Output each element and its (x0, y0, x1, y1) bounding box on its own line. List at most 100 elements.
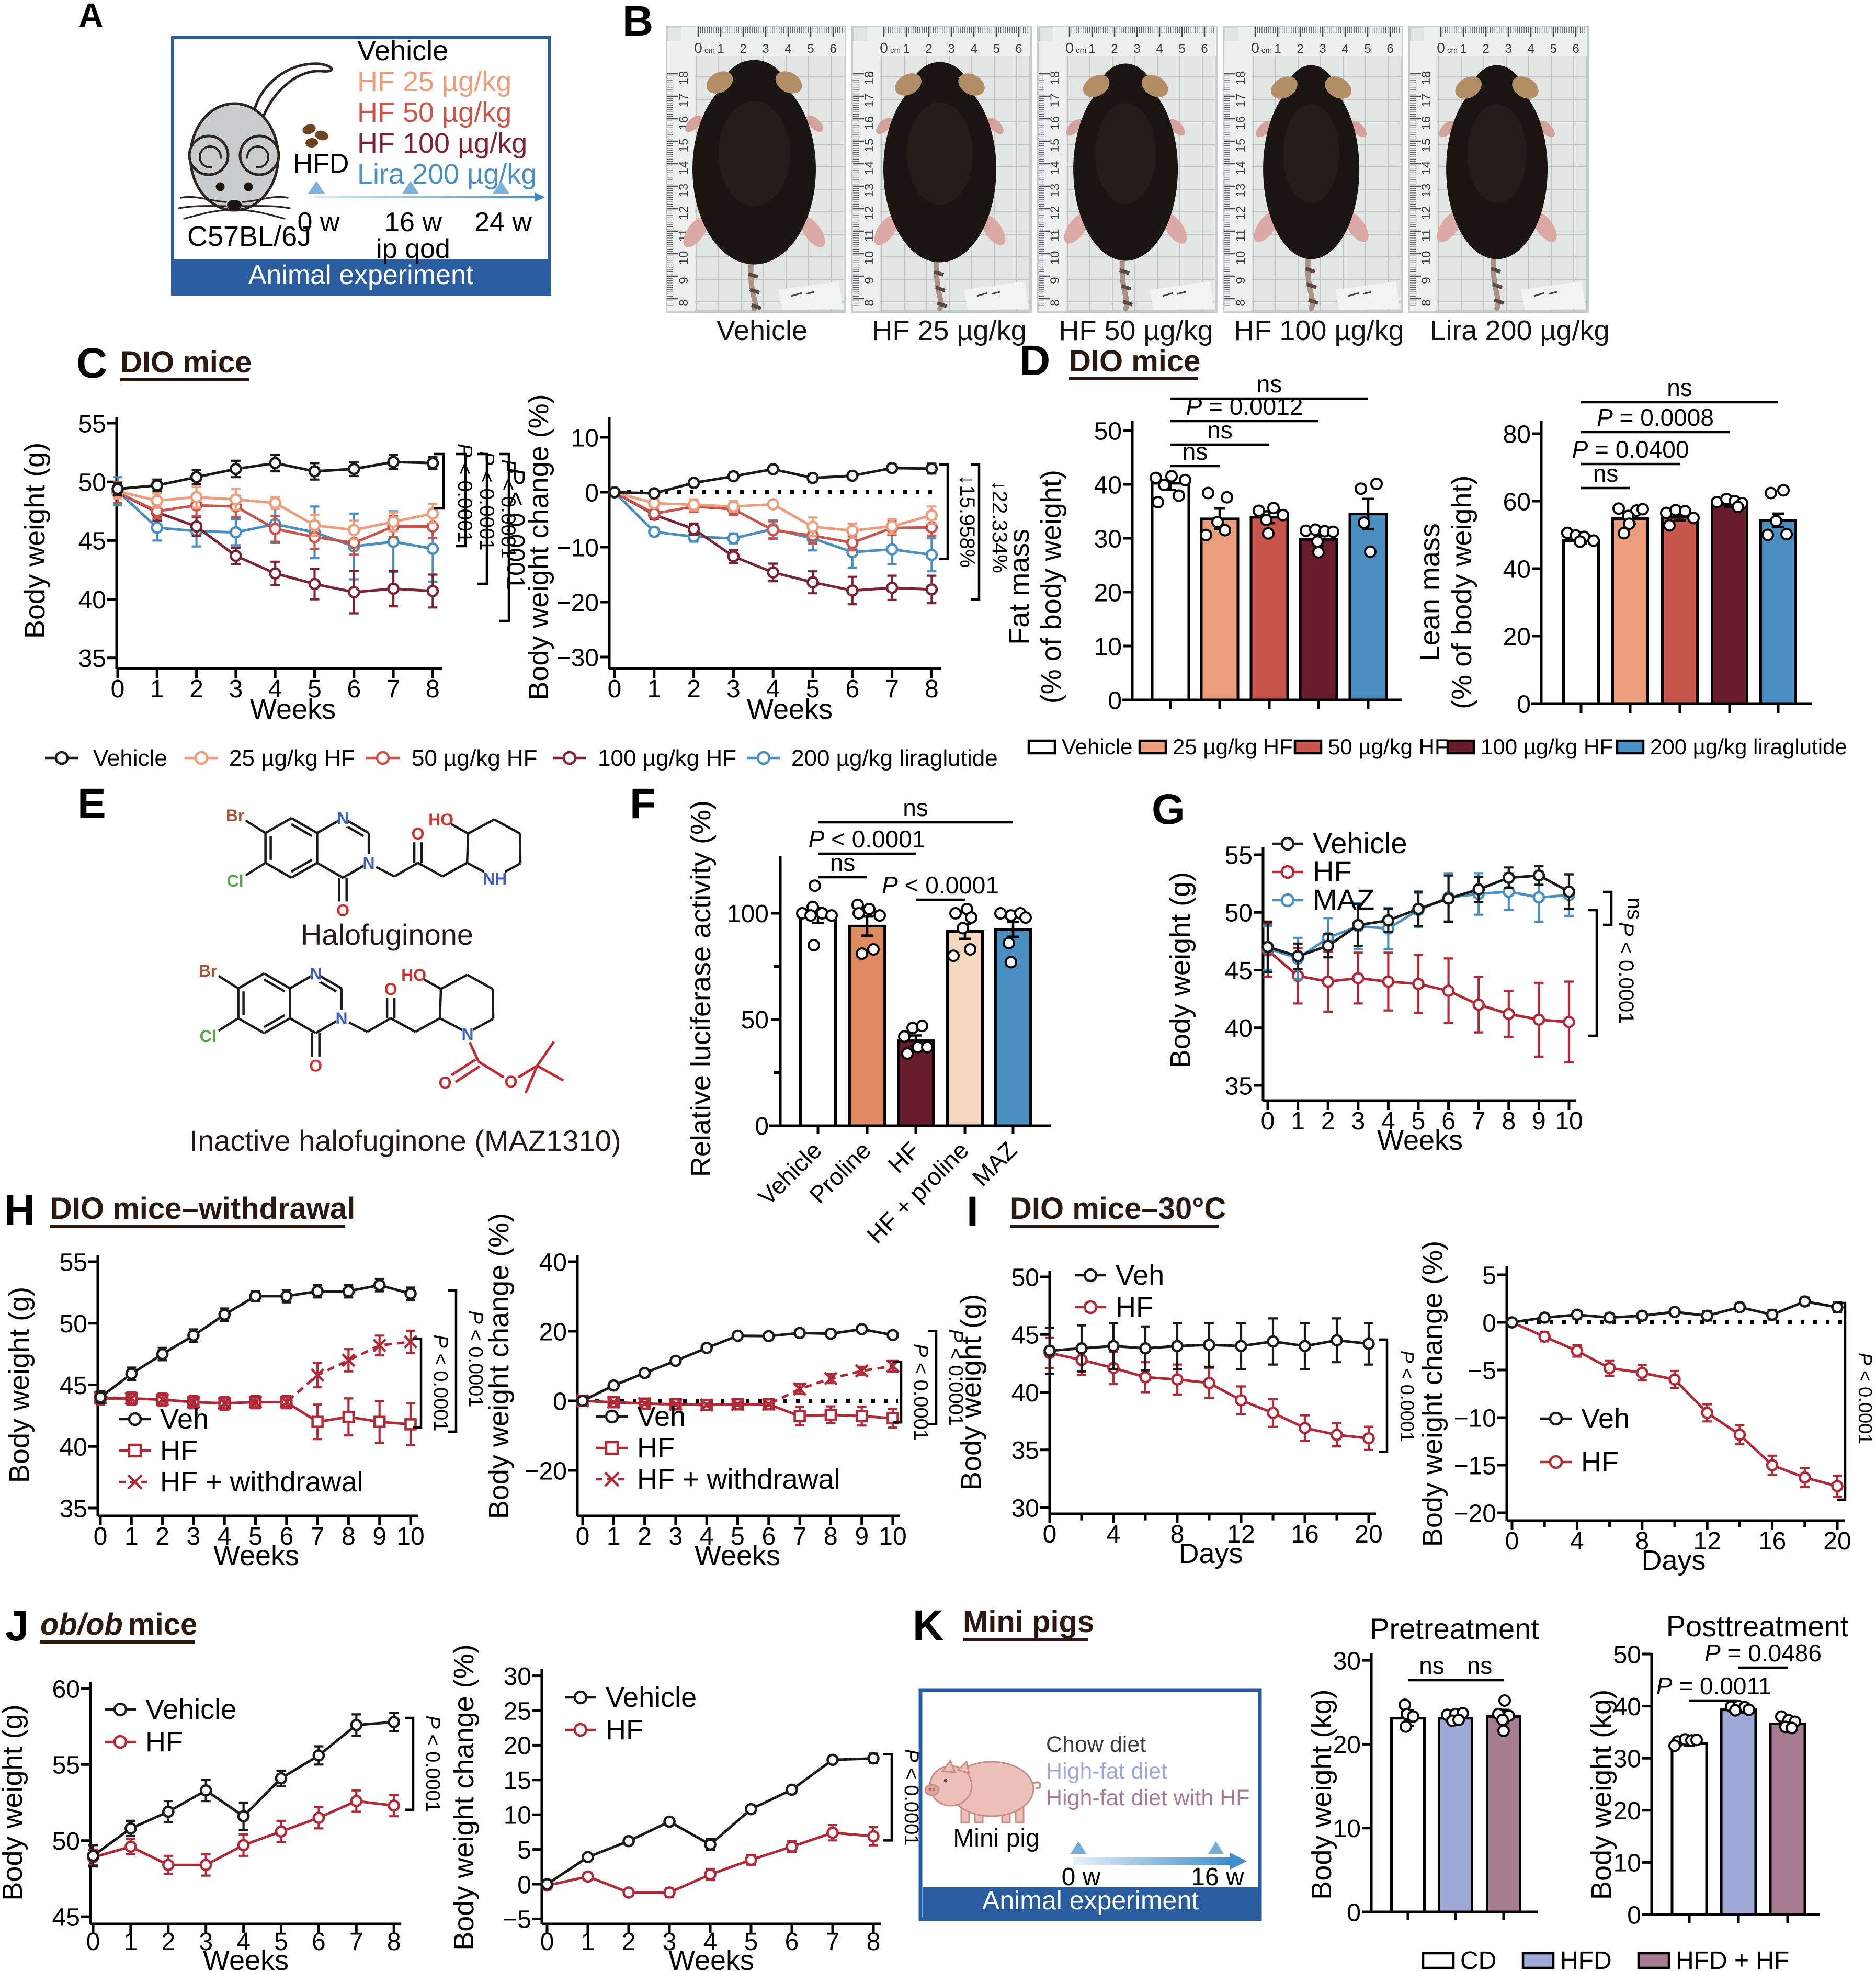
svg-text:15: 15 (677, 139, 691, 153)
svg-text:D: D (1019, 337, 1050, 384)
svg-text:HF + withdrawal: HF + withdrawal (637, 1464, 840, 1495)
svg-text:ns: ns (1593, 460, 1619, 487)
svg-text:3: 3 (229, 675, 243, 703)
svg-text:HF: HF (1313, 855, 1352, 888)
svg-text:30: 30 (1011, 1494, 1039, 1522)
svg-text:16 w: 16 w (1191, 1863, 1244, 1891)
svg-text:P < 0.0001: P < 0.0001 (882, 871, 999, 899)
svg-text:Halofuginone: Halofuginone (301, 918, 473, 951)
svg-text:HF: HF (1581, 1446, 1619, 1478)
svg-text:10: 10 (1555, 1107, 1583, 1135)
svg-text:N: N (310, 965, 322, 983)
svg-text:Weeks: Weeks (250, 694, 336, 725)
svg-text:Body weight (kg): Body weight (kg) (1306, 1690, 1337, 1900)
svg-text:200 µg/kg liraglutide: 200 µg/kg liraglutide (1650, 734, 1847, 759)
svg-text:10: 10 (504, 1802, 531, 1830)
svg-text:0: 0 (1517, 690, 1531, 718)
svg-text:Weeks: Weeks (747, 694, 833, 725)
svg-text:17: 17 (1048, 94, 1062, 108)
svg-text:7: 7 (386, 675, 401, 703)
svg-text:14: 14 (862, 161, 877, 175)
svg-text:0: 0 (94, 1523, 108, 1550)
svg-text:40: 40 (1613, 1693, 1641, 1721)
svg-text:14: 14 (1234, 161, 1248, 175)
svg-text:5: 5 (744, 1928, 758, 1956)
svg-text:3: 3 (1351, 1107, 1365, 1135)
svg-text:60: 60 (52, 1675, 80, 1703)
svg-text:4: 4 (703, 1928, 718, 1956)
svg-text:45: 45 (78, 528, 106, 556)
svg-text:2: 2 (155, 1523, 169, 1550)
svg-text:ns: ns (830, 849, 856, 876)
svg-text:20: 20 (539, 1318, 567, 1346)
svg-text:0: 0 (1251, 40, 1259, 56)
svg-text:P < 0.0001: P < 0.0001 (809, 825, 926, 853)
svg-text:HF 25 µg/kg: HF 25 µg/kg (357, 66, 511, 97)
svg-text:2: 2 (189, 675, 203, 703)
svg-text:P < 0.0001: P < 0.0001 (900, 1749, 922, 1846)
svg-text:0: 0 (540, 1928, 554, 1956)
svg-text:55: 55 (52, 1752, 80, 1780)
svg-text:4: 4 (766, 675, 780, 703)
svg-text:P < 0.0001: P < 0.0001 (429, 1335, 451, 1432)
svg-text:4: 4 (1107, 1521, 1121, 1548)
svg-text:8: 8 (1048, 299, 1062, 306)
svg-text:8: 8 (342, 1523, 356, 1550)
svg-text:P = 0.0011: P = 0.0011 (1656, 1672, 1771, 1700)
svg-text:10: 10 (1048, 251, 1062, 265)
svg-text:Body weight (kg): Body weight (kg) (1586, 1690, 1617, 1900)
svg-text:4: 4 (236, 1928, 251, 1956)
svg-text:5: 5 (1412, 1107, 1426, 1135)
svg-text:(% of body weight): (% of body weight) (1446, 475, 1477, 709)
svg-text:MAZ: MAZ (1313, 883, 1374, 916)
svg-text:ns: ns (1623, 898, 1646, 920)
svg-text:−20: −20 (1454, 1500, 1496, 1527)
svg-text:C: C (76, 339, 107, 387)
svg-text:Weeks: Weeks (695, 1540, 780, 1571)
svg-text:10: 10 (396, 1523, 424, 1550)
svg-text:Relative luciferase activity (: Relative luciferase activity (%) (685, 800, 717, 1177)
svg-text:9: 9 (1532, 1107, 1546, 1135)
svg-text:9: 9 (1234, 277, 1248, 284)
svg-text:100 µg/kg HF: 100 µg/kg HF (1481, 734, 1613, 759)
svg-text:−10: −10 (556, 534, 599, 562)
svg-text:−10: −10 (1454, 1404, 1496, 1432)
svg-text:8: 8 (387, 1928, 401, 1956)
svg-text:HF 100 µg/kg: HF 100 µg/kg (357, 128, 527, 159)
svg-text:Body weight change (%): Body weight change (%) (448, 1644, 480, 1950)
svg-text:6: 6 (279, 1523, 293, 1550)
svg-text:2: 2 (740, 42, 746, 56)
svg-text:50: 50 (741, 1006, 769, 1034)
svg-text:5: 5 (807, 42, 814, 56)
svg-text:Days: Days (1641, 1545, 1706, 1576)
svg-text:16: 16 (862, 116, 877, 130)
svg-text:Br: Br (199, 961, 218, 980)
svg-text:Body weight (g): Body weight (g) (956, 1294, 987, 1490)
svg-text:15: 15 (1048, 139, 1062, 153)
svg-text:10: 10 (1094, 633, 1122, 661)
svg-text:8: 8 (824, 1523, 838, 1550)
svg-text:Body weight (g): Body weight (g) (4, 1287, 35, 1483)
svg-text:Br: Br (226, 806, 245, 825)
svg-text:16: 16 (1758, 1527, 1786, 1555)
svg-text:N: N (363, 854, 375, 873)
svg-text:10: 10 (862, 251, 877, 265)
svg-text:HF: HF (145, 1726, 183, 1758)
svg-text:2: 2 (925, 42, 932, 56)
svg-text:11: 11 (1234, 229, 1248, 242)
svg-text:Lira 200 µg/kg: Lira 200 µg/kg (357, 158, 537, 190)
svg-text:P = 0.0400: P = 0.0400 (1572, 436, 1689, 463)
svg-text:P < 0.0001: P < 0.0001 (945, 1329, 967, 1426)
svg-text:cm: cm (1076, 46, 1086, 55)
svg-text:4: 4 (970, 42, 977, 56)
svg-text:12: 12 (1227, 1521, 1255, 1548)
svg-text:30: 30 (1333, 1647, 1361, 1675)
svg-text:50 µg/kg HF: 50 µg/kg HF (412, 745, 538, 771)
svg-text:13: 13 (1048, 184, 1062, 198)
svg-text:ns: ns (1207, 416, 1233, 444)
svg-text:Veh: Veh (637, 1401, 686, 1432)
svg-text:5: 5 (806, 675, 820, 703)
svg-text:P < 0.0001: P < 0.0001 (502, 468, 529, 590)
svg-text:6: 6 (347, 675, 361, 703)
svg-text:1: 1 (1291, 1107, 1305, 1135)
